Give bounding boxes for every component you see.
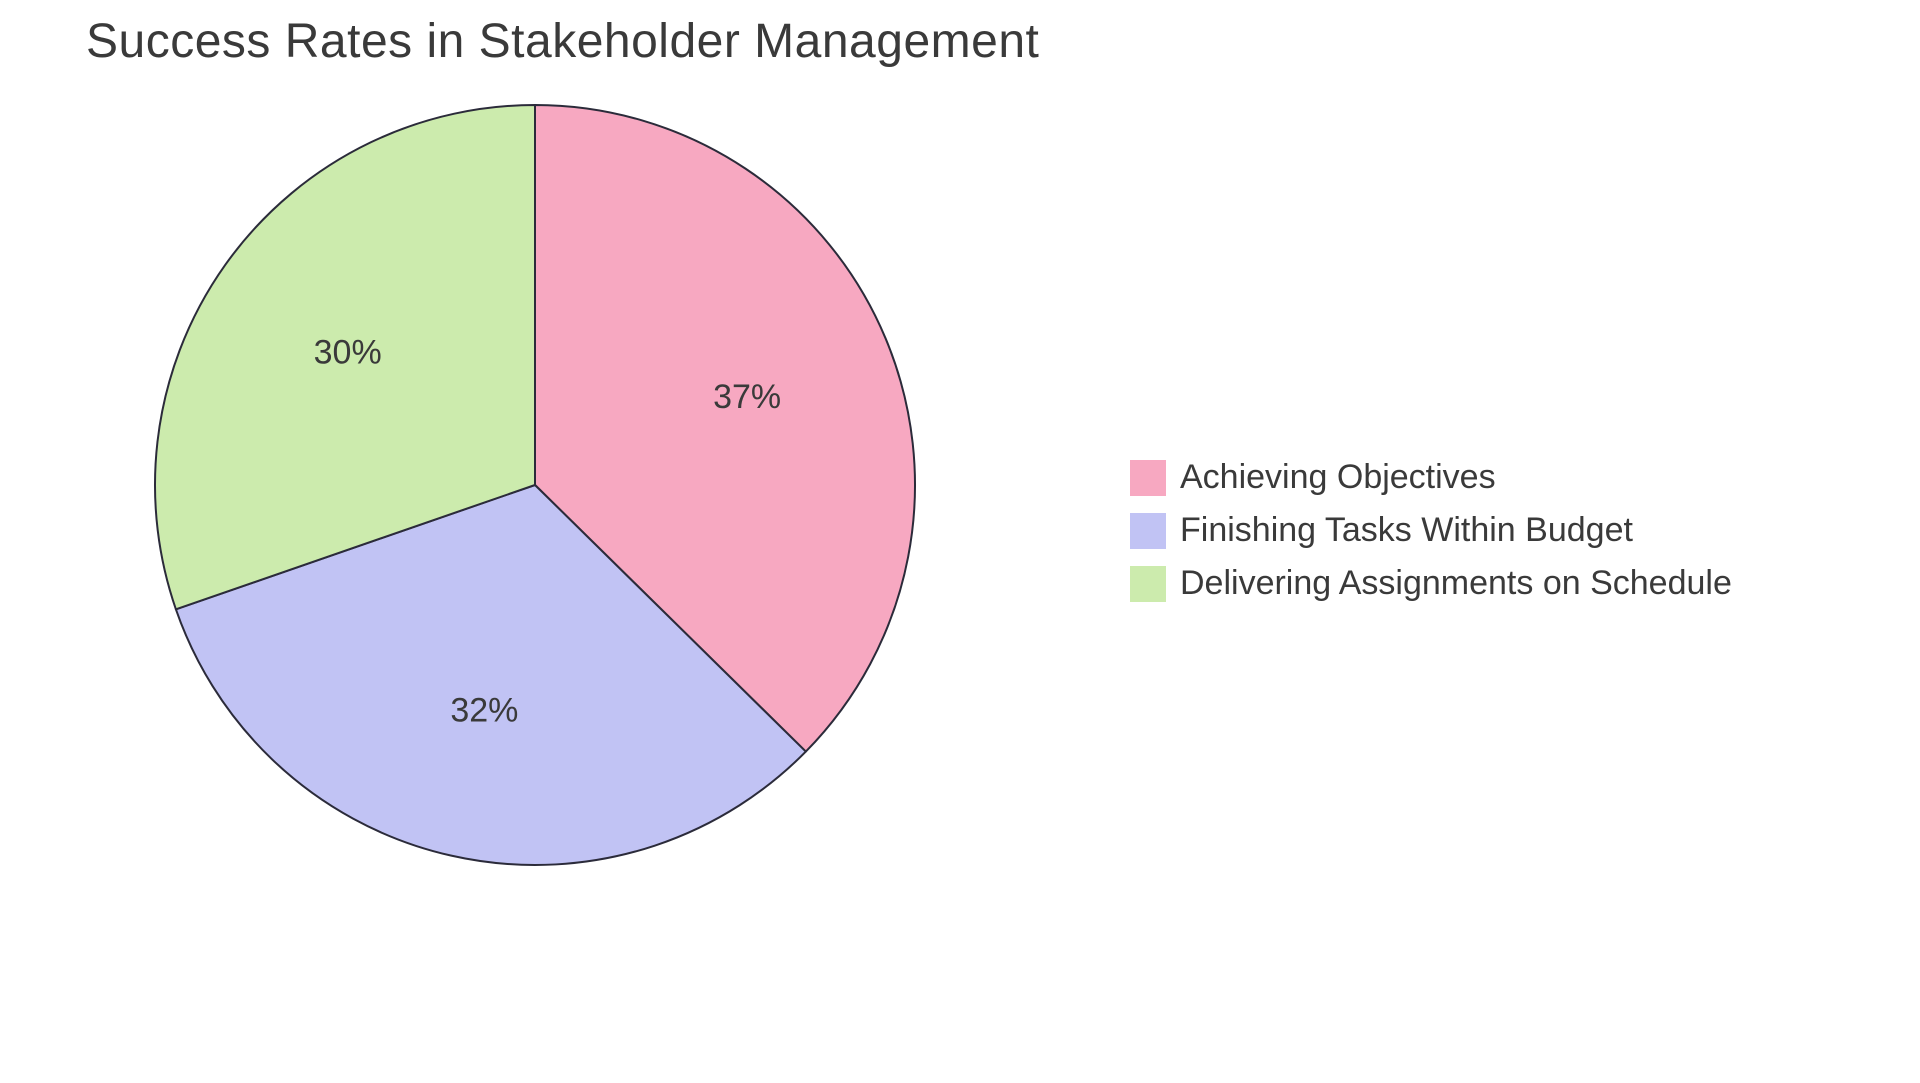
slice-label: 37% — [713, 378, 781, 416]
legend-label: Achieving Objectives — [1180, 458, 1496, 497]
slice-label: 32% — [450, 691, 518, 729]
slice-label: 30% — [314, 334, 382, 372]
legend-swatch — [1130, 566, 1166, 602]
legend: Achieving Objectives Finishing Tasks Wit… — [1130, 458, 1732, 603]
legend-swatch — [1130, 513, 1166, 549]
legend-item: Finishing Tasks Within Budget — [1130, 511, 1732, 550]
legend-swatch — [1130, 460, 1166, 496]
legend-item: Achieving Objectives — [1130, 458, 1732, 497]
chart-title: Success Rates in Stakeholder Management — [86, 14, 1039, 69]
chart-canvas: Success Rates in Stakeholder Management … — [0, 0, 1920, 1083]
legend-label: Finishing Tasks Within Budget — [1180, 511, 1633, 550]
pie-svg: 37% 32% 30% — [140, 90, 930, 880]
legend-item: Delivering Assignments on Schedule — [1130, 564, 1732, 603]
legend-label: Delivering Assignments on Schedule — [1180, 564, 1732, 603]
pie-chart: 37% 32% 30% — [140, 90, 930, 880]
